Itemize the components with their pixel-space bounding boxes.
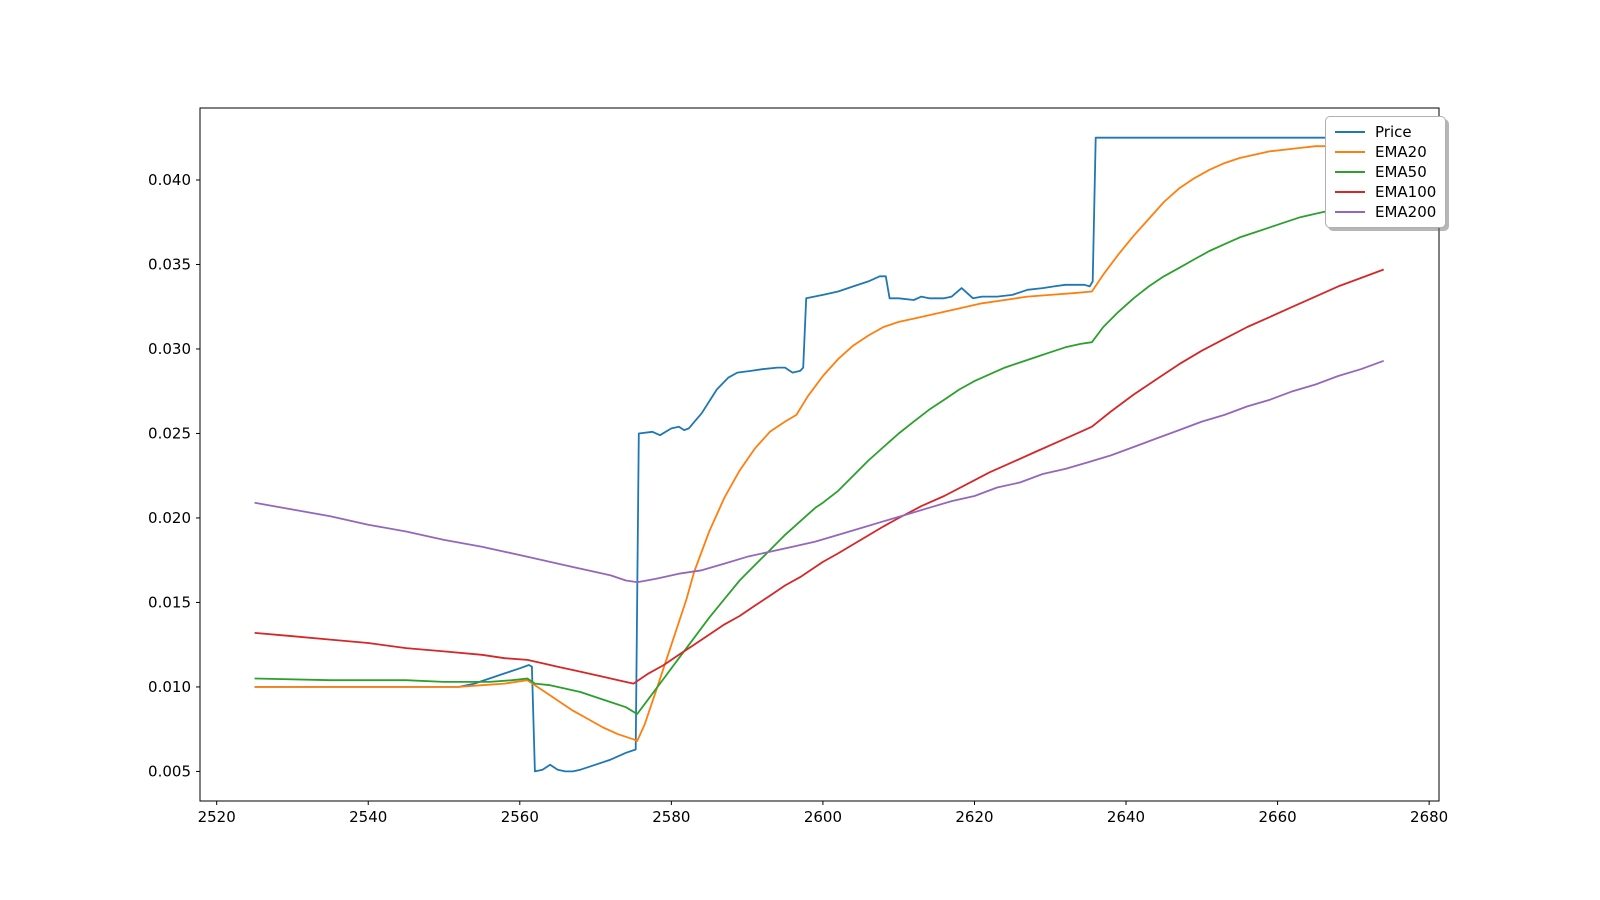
legend-item-ema50: EMA50 — [1335, 162, 1436, 182]
legend-item-ema20: EMA20 — [1335, 142, 1436, 162]
axes-spines — [199, 107, 1440, 802]
y-tick-label: 0.010 — [148, 678, 191, 696]
series-line-price — [254, 136, 1384, 773]
y-tick-label: 0.015 — [148, 593, 191, 611]
series-line-ema50 — [254, 196, 1384, 715]
x-tick-label: 2540 — [349, 808, 387, 826]
y-tick-label: 0.035 — [148, 255, 191, 273]
legend-line-sample-price — [1335, 131, 1365, 133]
legend-label-price: Price — [1375, 123, 1412, 141]
legend-label-ema20: EMA20 — [1375, 143, 1427, 161]
x-tick-label: 2680 — [1410, 808, 1448, 826]
x-tick-label: 2640 — [1107, 808, 1145, 826]
legend-label-ema100: EMA100 — [1375, 183, 1437, 201]
legend-item-price: Price — [1335, 122, 1436, 142]
series-line-ema20 — [254, 143, 1384, 742]
y-tick-label: 0.030 — [148, 340, 191, 358]
x-tick-label: 2620 — [955, 808, 993, 826]
legend-item-ema200: EMA200 — [1335, 202, 1436, 222]
legend-line-sample-ema100 — [1335, 191, 1365, 193]
legend-line-sample-ema20 — [1335, 151, 1365, 153]
x-tick-label: 2580 — [652, 808, 690, 826]
y-tick-label: 0.040 — [148, 171, 191, 189]
y-tick-label: 0.005 — [148, 762, 191, 780]
legend-label-ema200: EMA200 — [1375, 203, 1437, 221]
legend-line-sample-ema200 — [1335, 211, 1365, 213]
x-tick-label: 2660 — [1258, 808, 1296, 826]
y-tick-label: 0.025 — [148, 424, 191, 442]
x-tick-label: 2520 — [198, 808, 236, 826]
legend-label-ema50: EMA50 — [1375, 163, 1427, 181]
x-tick-label: 2600 — [804, 808, 842, 826]
legend-item-ema100: EMA100 — [1335, 182, 1436, 202]
legend-line-sample-ema50 — [1335, 171, 1365, 173]
series-line-ema100 — [254, 268, 1385, 685]
legend: Price EMA20 EMA50 EMA100 EMA200 — [1325, 116, 1447, 228]
y-tick-label: 0.020 — [148, 509, 191, 527]
x-tick-label: 2560 — [501, 808, 539, 826]
series-line-ema200 — [254, 359, 1385, 584]
